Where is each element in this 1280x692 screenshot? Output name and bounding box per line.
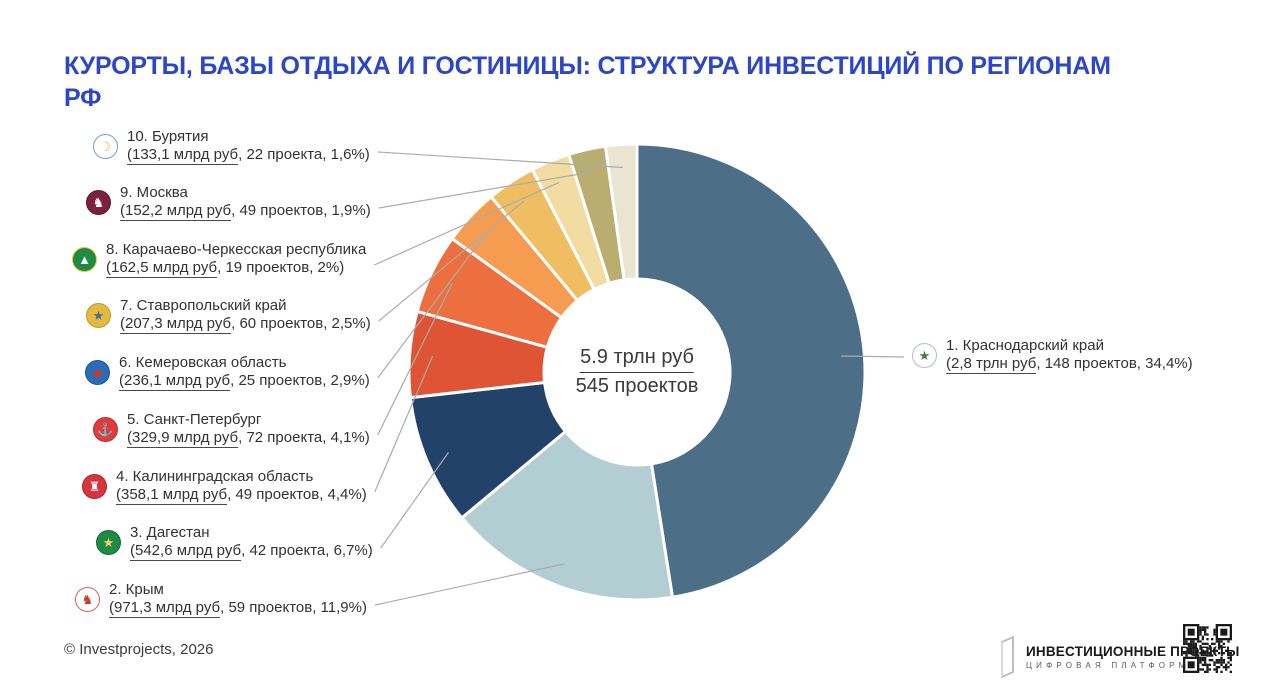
investment-value-link[interactable]: (358,1 млрд руб <box>116 486 228 505</box>
investment-value-link[interactable]: (236,1 млрд руб <box>119 372 231 391</box>
investment-value-link[interactable]: (329,9 млрд руб <box>127 429 239 448</box>
region-name: 2. Крым <box>109 581 164 598</box>
projects-share-text: , 60 проектов, 2,5%) <box>231 315 371 332</box>
region-label-kemerovo: ◆ 6. Кемеровская область (236,1 млрд руб… <box>85 354 370 391</box>
projects-share-text: , 59 проектов, 11,9%) <box>220 599 367 616</box>
door-logo-icon <box>1001 635 1014 679</box>
investment-value-link[interactable]: (152,2 млрд руб <box>120 202 232 221</box>
projects-share-text: , 25 проектов, 2,9%) <box>230 372 370 389</box>
projects-share-text: , 72 проекта, 4,1%) <box>238 429 370 446</box>
region-label-stavropol: ★ 7. Ставропольский край (207,3 млрд руб… <box>86 297 371 334</box>
projects-share-text: , 49 проектов, 1,9%) <box>231 202 371 219</box>
leader-line <box>374 181 560 266</box>
region-label-karachay-cherkessia: ▲ 8. Карачаево-Черкесская республика (16… <box>72 241 367 278</box>
donut-slice-2[interactable] <box>459 429 675 602</box>
region-name: 9. Москва <box>120 184 188 201</box>
investment-value-link[interactable]: (133,1 млрд руб <box>127 146 239 165</box>
kaliningrad-oblast-emblem-icon: ♜ <box>82 473 107 499</box>
page-title: КУРОРТЫ, БАЗЫ ОТДЫХА И ГОСТИНИЦЫ: СТРУКТ… <box>64 51 1111 112</box>
kemerovo-oblast-emblem-icon: ◆ <box>85 359 110 385</box>
qr-code <box>1183 624 1232 673</box>
region-name: 10. Бурятия <box>127 128 209 145</box>
donut-slice-1[interactable] <box>635 142 867 599</box>
investment-value-link[interactable]: (542,6 млрд руб <box>130 542 242 561</box>
copyright-text: © Investprojects, 2026 <box>64 641 214 658</box>
leader-line <box>374 563 565 606</box>
total-investment-value[interactable]: 5.9 трлн руб <box>580 344 694 373</box>
karachay-cherkessia-emblem-icon: ▲ <box>72 246 97 272</box>
donut-slice-10[interactable] <box>603 142 639 282</box>
investment-value-link[interactable]: (207,3 млрд руб <box>120 315 232 334</box>
leader-line <box>377 283 453 436</box>
region-name: 1. Краснодарский край <box>946 337 1104 354</box>
leader-line <box>378 200 525 322</box>
region-label-moscow: ♞ 9. Москва (152,2 млрд руб, 49 проектов… <box>86 184 371 221</box>
investment-value-link[interactable]: (162,5 млрд руб <box>106 259 218 278</box>
buryatia-emblem-icon: ☽ <box>93 133 118 159</box>
projects-share-text: , 42 проекта, 6,7%) <box>241 542 373 559</box>
leader-line <box>377 151 623 169</box>
investment-value-link[interactable]: (971,3 млрд руб <box>109 599 221 618</box>
region-label-kaliningrad: ♜ 4. Калининградская область (358,1 млрд… <box>82 468 367 505</box>
region-name: 8. Карачаево-Черкесская республика <box>106 241 367 258</box>
region-label-buryatia: ☽ 10. Бурятия (133,1 млрд руб, 22 проект… <box>93 128 370 165</box>
region-label-saint-petersburg: ⚓ 5. Санкт-Петербург (329,9 млрд руб, 72… <box>93 411 370 448</box>
projects-share-text: , 49 проектов, 4,4%) <box>227 486 367 503</box>
leader-line <box>378 171 593 209</box>
donut-center-label: 5.9 трлн руб 545 проектов <box>576 344 699 400</box>
total-projects-count: 545 проектов <box>575 375 699 397</box>
stavropol-krai-emblem-icon: ★ <box>86 302 111 328</box>
moscow-emblem-icon: ♞ <box>86 189 111 215</box>
region-label-dagestan: ★ 3. Дагестан (542,6 млрд руб, 42 проект… <box>96 524 373 561</box>
region-name: 5. Санкт-Петербург <box>127 411 262 428</box>
region-label-krasnodar: ★ 1. Краснодарский край (2,8 трлн руб, 1… <box>912 337 1193 374</box>
projects-share-text: , 148 проектов, 34,4%) <box>1036 355 1193 372</box>
region-name: 7. Ставропольский край <box>120 297 287 314</box>
region-name: 6. Кемеровская область <box>119 354 287 371</box>
leader-line <box>380 452 449 549</box>
leader-line <box>374 355 434 493</box>
leader-line <box>841 355 905 358</box>
projects-share-text: , 19 проектов, 2%) <box>217 259 345 276</box>
saint-petersburg-emblem-icon: ⚓ <box>93 416 118 442</box>
investment-value-link[interactable]: (2,8 трлн руб <box>946 355 1037 374</box>
brand-tagline: ЦИФРОВАЯ ПЛАТФОРМА <box>1026 661 1200 670</box>
region-name: 4. Калининградская область <box>116 468 314 485</box>
krasnodar-krai-emblem-icon: ★ <box>912 342 937 368</box>
region-name: 3. Дагестан <box>130 524 210 541</box>
crimea-emblem-icon: ♞ <box>75 586 100 612</box>
leader-line <box>377 231 488 379</box>
region-label-crimea: ♞ 2. Крым (971,3 млрд руб, 59 проектов, … <box>75 581 367 618</box>
projects-share-text: , 22 проекта, 1,6%) <box>238 146 370 163</box>
dagestan-emblem-icon: ★ <box>96 529 121 555</box>
